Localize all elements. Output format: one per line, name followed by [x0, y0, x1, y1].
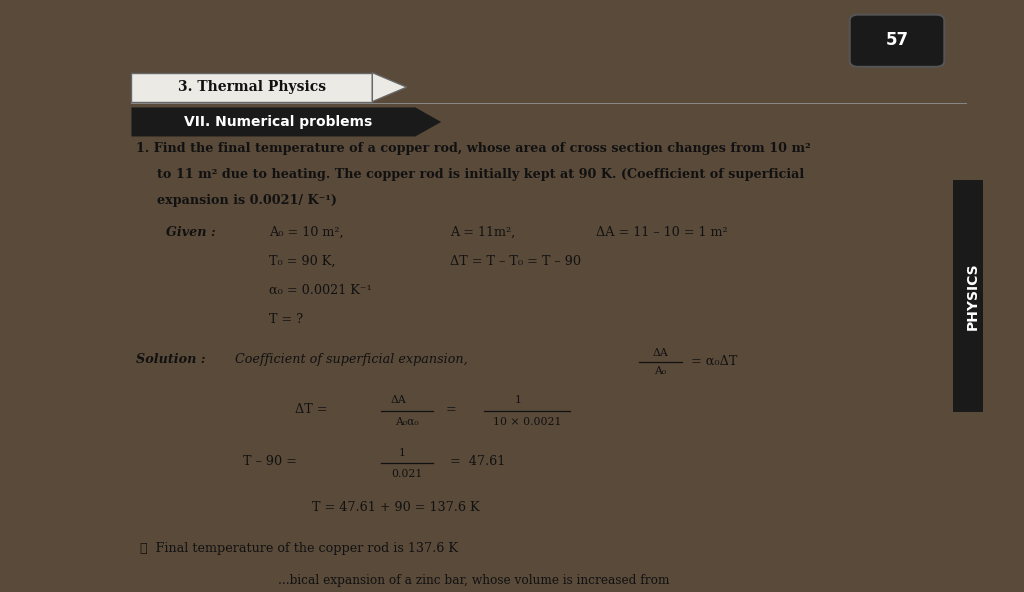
- Text: α₀ = 0.0021 K⁻¹: α₀ = 0.0021 K⁻¹: [269, 284, 372, 297]
- Polygon shape: [373, 73, 407, 102]
- Text: PHYSICS: PHYSICS: [966, 262, 980, 330]
- Text: =  47.61: = 47.61: [450, 455, 505, 468]
- Text: Solution :: Solution :: [136, 353, 206, 366]
- Text: 10 × 0.0021: 10 × 0.0021: [493, 417, 561, 427]
- Text: 3. Thermal Physics: 3. Thermal Physics: [178, 80, 326, 94]
- Text: T = 47.61 + 90 = 137.6 K: T = 47.61 + 90 = 137.6 K: [312, 501, 479, 514]
- Text: A₀: A₀: [654, 366, 667, 377]
- Text: A₀ = 10 m²,: A₀ = 10 m²,: [269, 226, 344, 239]
- Text: ...bical expansion of a zinc bar, whose volume is increased from: ...bical expansion of a zinc bar, whose …: [278, 574, 670, 587]
- Polygon shape: [131, 107, 441, 136]
- Text: T₀ = 90 K,: T₀ = 90 K,: [269, 255, 336, 268]
- FancyBboxPatch shape: [131, 73, 373, 102]
- Text: =: =: [445, 403, 456, 416]
- FancyBboxPatch shape: [850, 15, 944, 67]
- Text: Given :: Given :: [166, 226, 216, 239]
- FancyBboxPatch shape: [953, 180, 991, 412]
- Text: = α₀ΔT: = α₀ΔT: [690, 355, 737, 368]
- Text: 1: 1: [515, 395, 522, 406]
- Text: ∴  Final temperature of the copper rod is 137.6 K: ∴ Final temperature of the copper rod is…: [140, 542, 458, 555]
- Text: ΔT = T – T₀ = T – 90: ΔT = T – T₀ = T – 90: [450, 255, 581, 268]
- Text: ΔA: ΔA: [652, 348, 669, 358]
- Text: T – 90 =: T – 90 =: [244, 455, 297, 468]
- Text: to 11 m² due to heating. The copper rod is initially kept at 90 K. (Coefficient : to 11 m² due to heating. The copper rod …: [158, 168, 805, 181]
- Text: 57: 57: [886, 31, 908, 49]
- Text: ΔT =: ΔT =: [295, 403, 328, 416]
- Text: 1: 1: [399, 448, 406, 458]
- Text: A₀α₀: A₀α₀: [395, 417, 419, 427]
- Text: 0.021: 0.021: [391, 469, 423, 479]
- Text: expansion is 0.0021/ K⁻¹): expansion is 0.0021/ K⁻¹): [158, 194, 337, 207]
- Text: VII. Numerical problems: VII. Numerical problems: [183, 115, 372, 129]
- Text: A = 11m²,: A = 11m²,: [450, 226, 515, 239]
- Text: ΔA: ΔA: [390, 395, 406, 406]
- Text: ΔA = 11 – 10 = 1 m²: ΔA = 11 – 10 = 1 m²: [596, 226, 728, 239]
- Text: T = ?: T = ?: [269, 313, 303, 326]
- Text: Coefficient of superficial expansion,: Coefficient of superficial expansion,: [234, 353, 467, 366]
- Text: 1. Find the final temperature of a copper rod, whose area of cross section chang: 1. Find the final temperature of a coppe…: [136, 141, 811, 155]
